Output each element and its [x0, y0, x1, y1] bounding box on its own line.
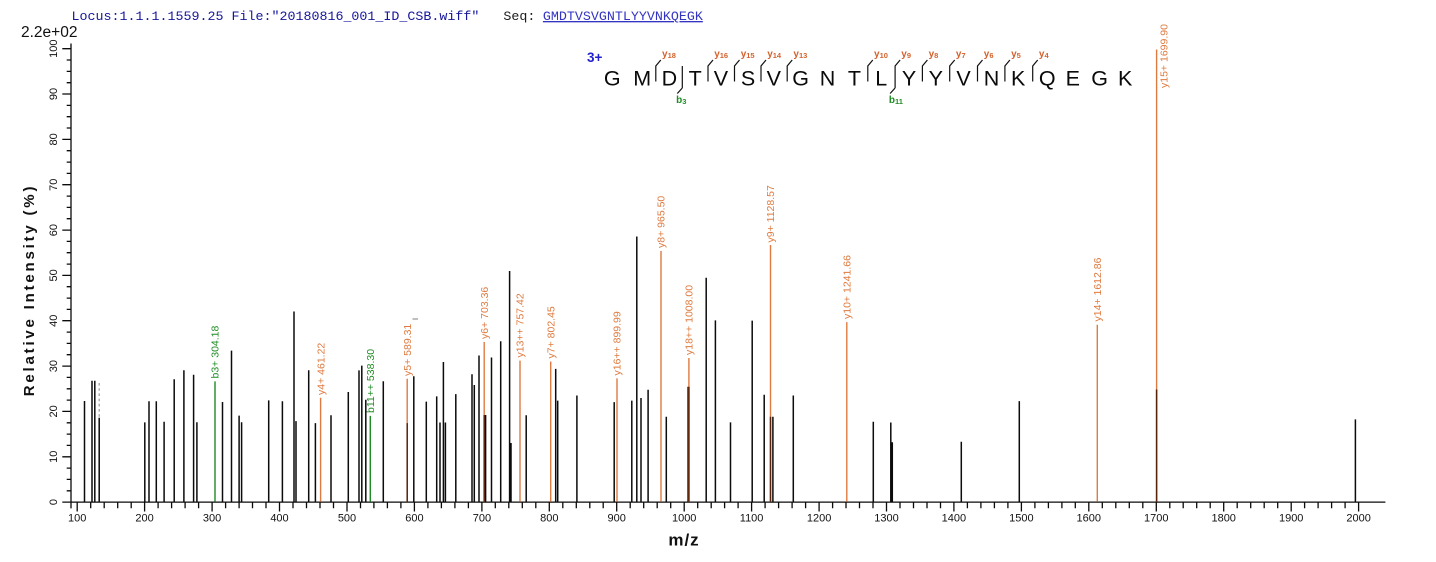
svg-text:y14+ 1612.86: y14+ 1612.86 — [1092, 257, 1104, 321]
svg-text:T: T — [689, 67, 702, 91]
svg-text:b3: b3 — [676, 95, 686, 106]
svg-text:900: 900 — [608, 513, 626, 525]
svg-text:y8+ 965.50: y8+ 965.50 — [656, 196, 668, 248]
svg-text:1400: 1400 — [942, 513, 966, 525]
svg-text:600: 600 — [405, 513, 423, 525]
svg-text:700: 700 — [473, 513, 491, 525]
svg-text:y7+ 802.45: y7+ 802.45 — [545, 306, 557, 358]
svg-text:m/z: m/z — [668, 531, 699, 550]
svg-text:y18: y18 — [662, 49, 676, 60]
svg-text:y7: y7 — [956, 49, 966, 60]
svg-text:G: G — [1091, 67, 1108, 91]
svg-text:100: 100 — [68, 513, 86, 525]
svg-text:0: 0 — [48, 499, 60, 505]
svg-text:D: D — [662, 67, 678, 91]
svg-text:1600: 1600 — [1077, 513, 1101, 525]
svg-text:1000: 1000 — [672, 513, 696, 525]
svg-text:y6+ 703.36: y6+ 703.36 — [479, 287, 491, 339]
svg-text:Relative Intensity (%): Relative Intensity (%) — [21, 184, 38, 396]
svg-text:b3+ 304.18: b3+ 304.18 — [210, 325, 222, 378]
svg-text:Q: Q — [1039, 67, 1056, 91]
svg-text:90: 90 — [48, 88, 60, 100]
svg-text:1300: 1300 — [874, 513, 898, 525]
svg-text:40: 40 — [48, 315, 60, 327]
svg-text:E: E — [1066, 67, 1080, 91]
svg-text:1700: 1700 — [1144, 513, 1168, 525]
svg-text:1500: 1500 — [1009, 513, 1033, 525]
svg-text:y13++ 757.42: y13++ 757.42 — [515, 293, 527, 357]
svg-text:y10: y10 — [874, 49, 888, 60]
svg-text:N: N — [984, 67, 1000, 91]
svg-text:300: 300 — [203, 513, 221, 525]
svg-text:Y: Y — [929, 67, 943, 91]
svg-text:800: 800 — [540, 513, 558, 525]
svg-text:70: 70 — [48, 179, 60, 191]
svg-text:400: 400 — [270, 513, 288, 525]
svg-text:y6: y6 — [984, 49, 994, 60]
svg-text:y10+ 1241.66: y10+ 1241.66 — [842, 255, 854, 319]
svg-text:80: 80 — [48, 133, 60, 145]
svg-text:S: S — [741, 67, 755, 91]
svg-text:K: K — [1011, 67, 1026, 91]
svg-text:y13: y13 — [793, 49, 807, 60]
svg-text:y9+ 1128.57: y9+ 1128.57 — [765, 185, 777, 242]
svg-text:y4: y4 — [1039, 49, 1050, 60]
svg-text:y5+ 589.31: y5+ 589.31 — [402, 324, 414, 376]
svg-text:y15+ 1699.90: y15+ 1699.90 — [1158, 24, 1170, 88]
svg-text:1200: 1200 — [807, 513, 831, 525]
svg-text:M: M — [633, 67, 651, 91]
svg-text:10: 10 — [48, 451, 60, 463]
svg-text:y5: y5 — [1011, 49, 1021, 60]
svg-text:500: 500 — [338, 513, 356, 525]
svg-text:T: T — [848, 67, 861, 91]
svg-text:y4+ 461.22: y4+ 461.22 — [315, 343, 327, 395]
svg-text:2.2e+02: 2.2e+02 — [21, 24, 77, 41]
svg-text:V: V — [767, 67, 782, 91]
svg-text:y16: y16 — [714, 49, 728, 60]
svg-text:y18++ 1008.00: y18++ 1008.00 — [684, 285, 696, 355]
svg-text:Locus:1.1.1.1559.25 File:"2018: Locus:1.1.1.1559.25 File:"20180816_001_I… — [72, 10, 480, 25]
svg-text:2000: 2000 — [1346, 513, 1370, 525]
svg-text:30: 30 — [48, 360, 60, 372]
svg-text:L: L — [875, 67, 887, 91]
svg-text:60: 60 — [48, 224, 60, 236]
svg-text:G: G — [604, 67, 621, 91]
svg-text:3+: 3+ — [587, 50, 603, 65]
svg-text:y16++ 899.99: y16++ 899.99 — [612, 311, 624, 375]
svg-text:100: 100 — [48, 40, 60, 58]
svg-text:b11: b11 — [889, 95, 903, 106]
svg-text:Seq:: Seq: — [503, 10, 535, 25]
svg-text:200: 200 — [135, 513, 153, 525]
svg-text:50: 50 — [48, 269, 60, 281]
svg-text:1900: 1900 — [1279, 513, 1303, 525]
svg-text:y9: y9 — [901, 49, 911, 60]
svg-text:y15: y15 — [741, 49, 755, 60]
svg-text:1800: 1800 — [1211, 513, 1235, 525]
svg-text:G: G — [792, 67, 809, 91]
svg-text:20: 20 — [48, 405, 60, 417]
svg-text:y8: y8 — [929, 49, 939, 60]
svg-text:y14: y14 — [767, 49, 782, 60]
svg-text:GMDTVSVGNTLYYVNKQEGK: GMDTVSVGNTLYYVNKQEGK — [543, 10, 703, 25]
svg-text:N: N — [820, 67, 836, 91]
svg-text:K: K — [1118, 67, 1133, 91]
svg-text:V: V — [714, 67, 729, 91]
svg-text:Y: Y — [902, 67, 916, 91]
svg-text:1100: 1100 — [740, 513, 764, 525]
svg-text:V: V — [956, 67, 971, 91]
svg-text:b11++ 538.30: b11++ 538.30 — [365, 349, 377, 413]
